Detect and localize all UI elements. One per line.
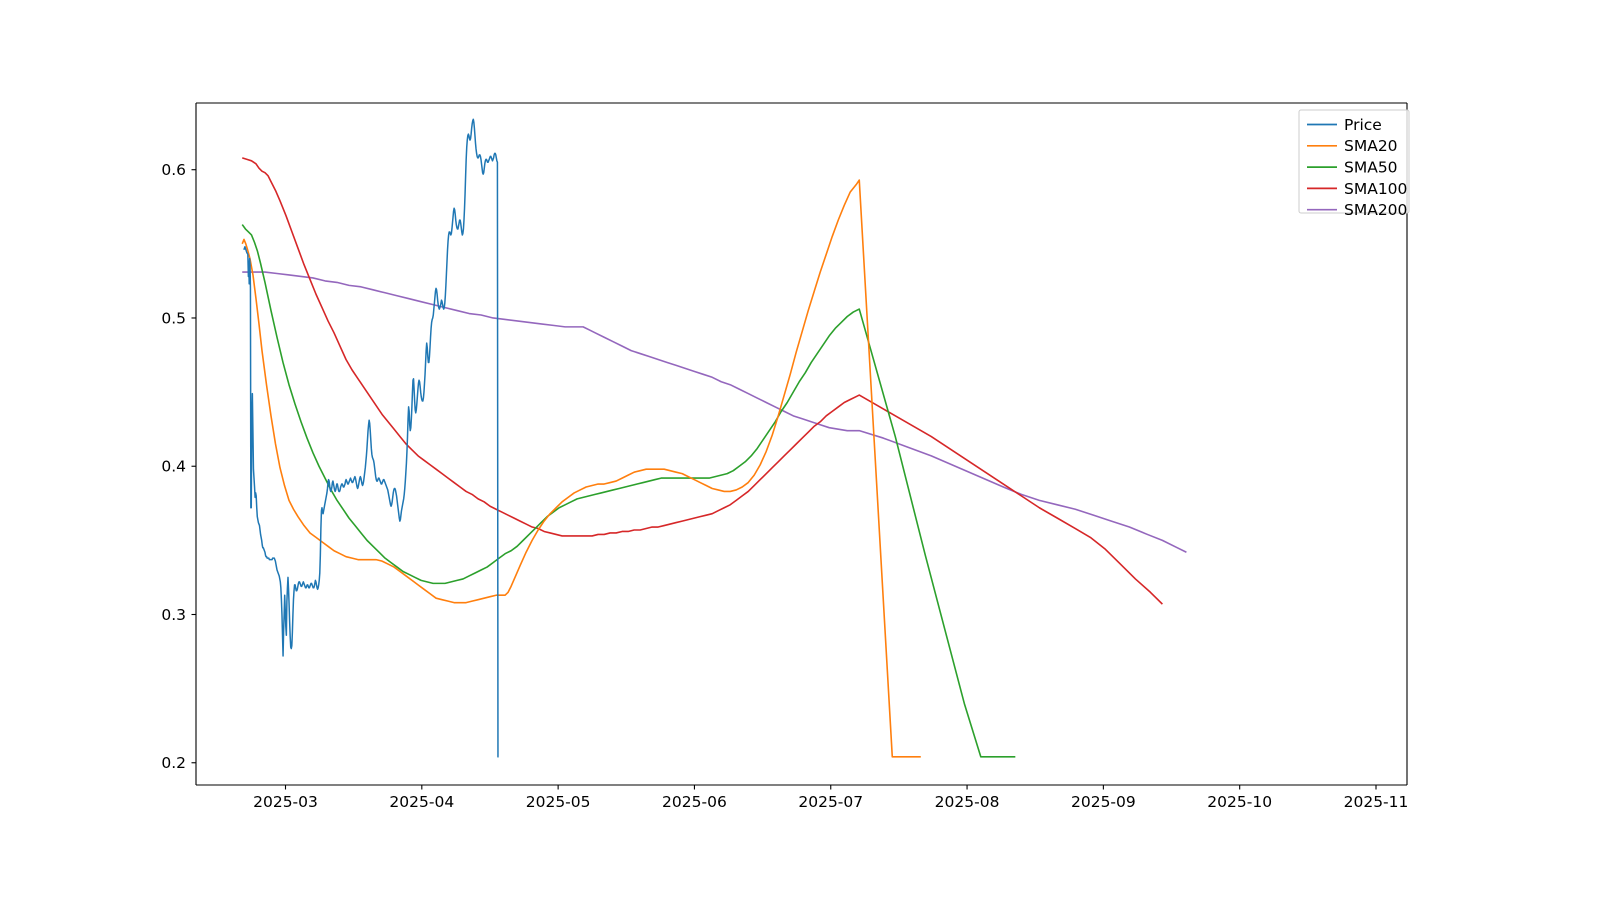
x-tick-label: 2025-07 (798, 793, 863, 811)
x-axis-ticks: 2025-03 2025-04 2025-05 2025-06 2025-07 2025-… (253, 785, 1408, 811)
legend-label-price: Price (1344, 116, 1382, 134)
y-tick-label: 0.3 (161, 606, 186, 624)
x-tick-label: 2025-10 (1207, 793, 1272, 811)
series-line-price (243, 118, 499, 758)
axes-background (196, 103, 1407, 785)
series-line-sma200 (242, 271, 1187, 553)
legend-box (1298, 109, 1410, 214)
x-tick-label: 2025-05 (526, 793, 591, 811)
x-tick-label: 2025-04 (389, 793, 454, 811)
chart-legend: Price SMA20 SMA50 SMA100 SMA200 (1298, 109, 1410, 219)
y-tick-label: 0.2 (161, 754, 186, 772)
legend-label-sma100: SMA100 (1344, 180, 1407, 198)
y-tick-label: 0.4 (161, 458, 186, 476)
y-axis-ticks: 0.2 0.3 0.4 0.5 0.6 (161, 161, 196, 772)
y-tick-label: 0.5 (161, 309, 186, 327)
x-tick-label: 2025-03 (253, 793, 318, 811)
axes-spines (195, 102, 1408, 786)
series-line-sma20 (241, 179, 921, 758)
x-tick-label: 2025-09 (1071, 793, 1136, 811)
data-series-layer (241, 118, 1187, 758)
series-line-sma100 (242, 157, 1163, 605)
legend-label-sma20: SMA20 (1344, 137, 1398, 155)
x-tick-label: 2025-06 (662, 793, 727, 811)
legend-label-sma50: SMA50 (1344, 159, 1398, 177)
legend-label-sma200: SMA200 (1344, 201, 1407, 219)
x-tick-label: 2025-11 (1344, 793, 1409, 811)
y-tick-label: 0.6 (161, 161, 186, 179)
x-tick-label: 2025-08 (935, 793, 1000, 811)
